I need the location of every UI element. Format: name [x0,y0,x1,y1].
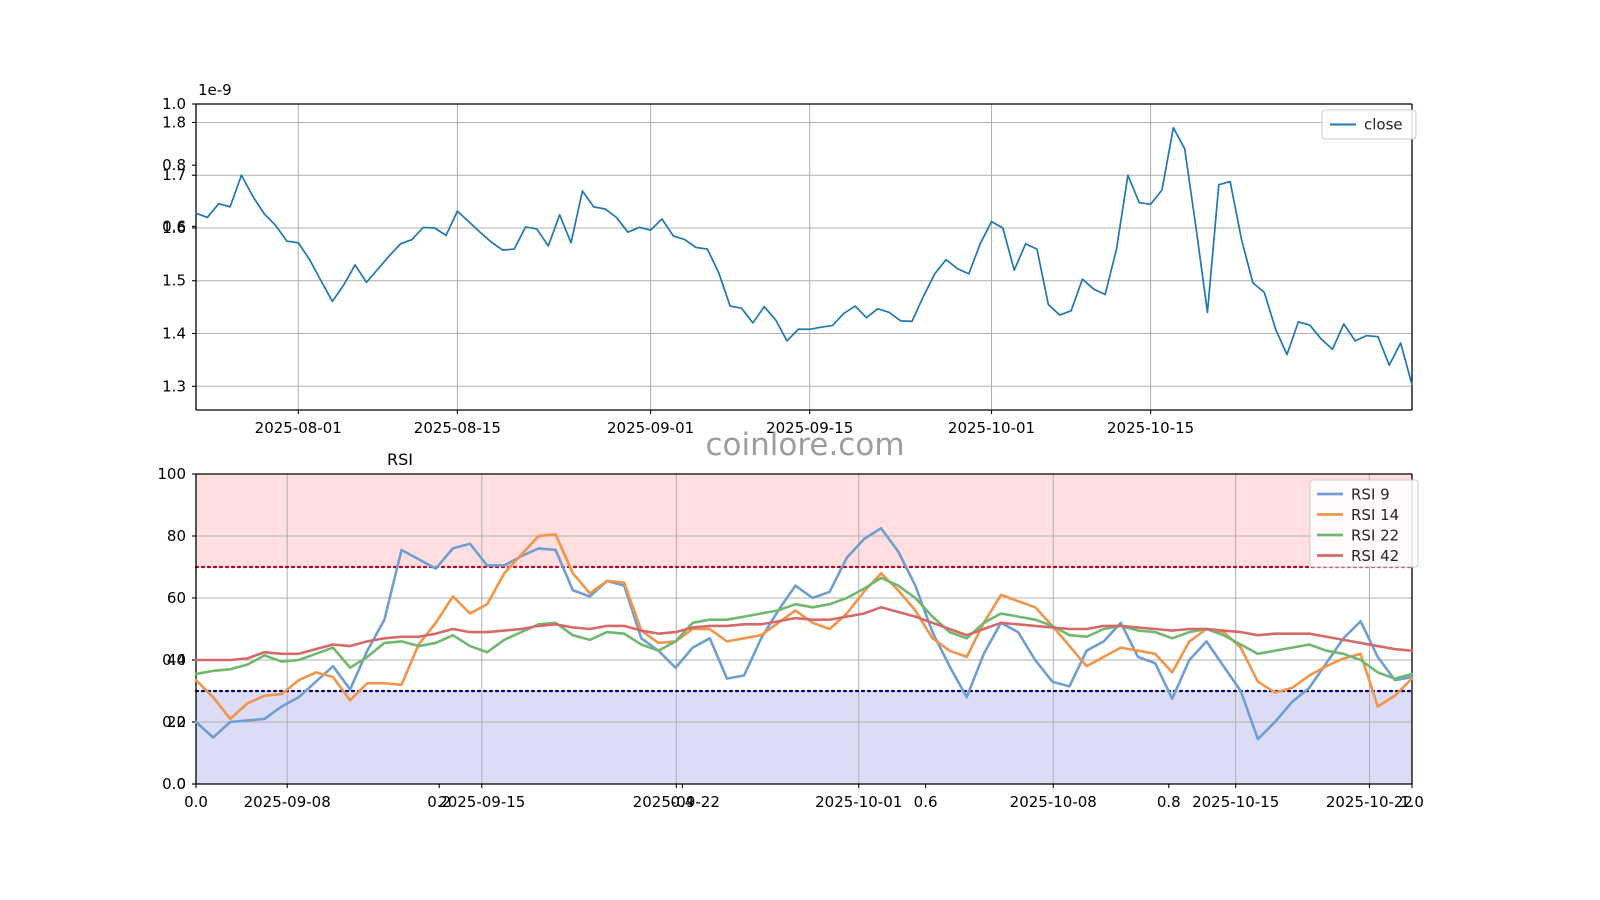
overbought-band [196,474,1412,567]
rsi-overlay-xtick-label: 0.6 [914,793,938,811]
rsi-legend-label-rsi-42: RSI 42 [1351,547,1399,565]
price-xtick-label: 2025-10-01 [948,419,1035,437]
price-ytick-label: 1.6 [162,219,186,237]
price-overlay-ytick-label: 1.0 [162,95,186,113]
rsi-ytick-label: 0 [176,775,186,793]
rsi-overlay-ytick-label: 0.0 [162,775,186,793]
price-overlay-ytick-label: 0.8 [162,156,186,174]
rsi-xtick-label: 2025-09-15 [438,793,525,811]
price-ytick-label: 1.8 [162,113,186,131]
price-ytick-label: 1.7 [162,166,186,184]
price-overlay-ytick-label: 0.6 [162,217,186,235]
price-legend: close [1321,109,1417,140]
rsi-panel-title: RSI [387,450,413,469]
price-legend-box [1321,109,1417,140]
rsi-line-rsi-42 [194,606,1414,662]
rsi-line-rsi-9 [194,526,1414,741]
price-y-offset-label: 1e-9 [198,81,232,99]
rsi-overlay-xtick-label: 1.0 [1400,793,1424,811]
rsi-legend-label-rsi-9: RSI 9 [1351,486,1390,504]
rsi-overlay-ytick-label: 0.4 [162,651,186,669]
price-xtick-label: 2025-08-01 [255,419,342,437]
rsi-xtick-label: 2025-09-08 [244,793,331,811]
rsi-panel: 0 20 40 60 80 100 0.0 0.2 0.4 2025-09-08 2025-09-1… [157,450,1424,811]
rsi-overlay-ytick-label: 0.2 [162,713,186,731]
rsi-ytick-label: 100 [157,465,186,483]
rsi-legend: RSI 9 RSI 14 RSI 22 RSI 42 [1309,479,1419,568]
oversold-band [196,691,1412,784]
watermark: coinlore.com [705,427,904,463]
price-xtick-label: 2025-09-15 [766,419,853,437]
rsi-legend-label-rsi-14: RSI 14 [1351,506,1399,524]
rsi-overlay-xtick-label: 0.2 [427,793,451,811]
rsi-xtick-label: 2025-09-22 [633,793,720,811]
rsi-overlay-xtick-label: 0.8 [1157,793,1181,811]
rsi-legend-label-rsi-22: RSI 22 [1351,527,1399,545]
rsi-overlay-xtick-label: 0.4 [670,793,694,811]
rsi-overlay-xtick-label: 0.0 [184,793,208,811]
rsi-xtick-label: 2025-10-22 [1326,793,1413,811]
rsi-ytick-label: 40 [167,651,186,669]
price-xtick-label: 2025-10-15 [1107,419,1194,437]
rsi-xtick-label: 2025-10-08 [1010,793,1097,811]
price-panel: 1.3 1.4 1.5 1.6 1.7 1.8 0.6 0.8 1.0 2025-08-01 202… [162,81,1417,437]
rsi-xtick-label: 2025-10-01 [815,793,902,811]
price-ytick-label: 1.3 [162,377,186,395]
rsi-ytick-label: 20 [167,713,186,731]
rsi-ytick-label: 80 [167,527,186,545]
price-xtick-label: 2025-08-15 [414,419,501,437]
price-xtick-label: 2025-09-01 [607,419,694,437]
close-price-line [195,126,1413,386]
price-ytick-label: 1.4 [162,325,186,343]
rsi-xtick-label: 2025-10-15 [1192,793,1279,811]
rsi-ytick-label: 60 [167,589,186,607]
rsi-legend-box [1309,479,1419,568]
price-legend-label-close: close [1364,116,1403,134]
price-ytick-label: 1.5 [162,272,186,290]
